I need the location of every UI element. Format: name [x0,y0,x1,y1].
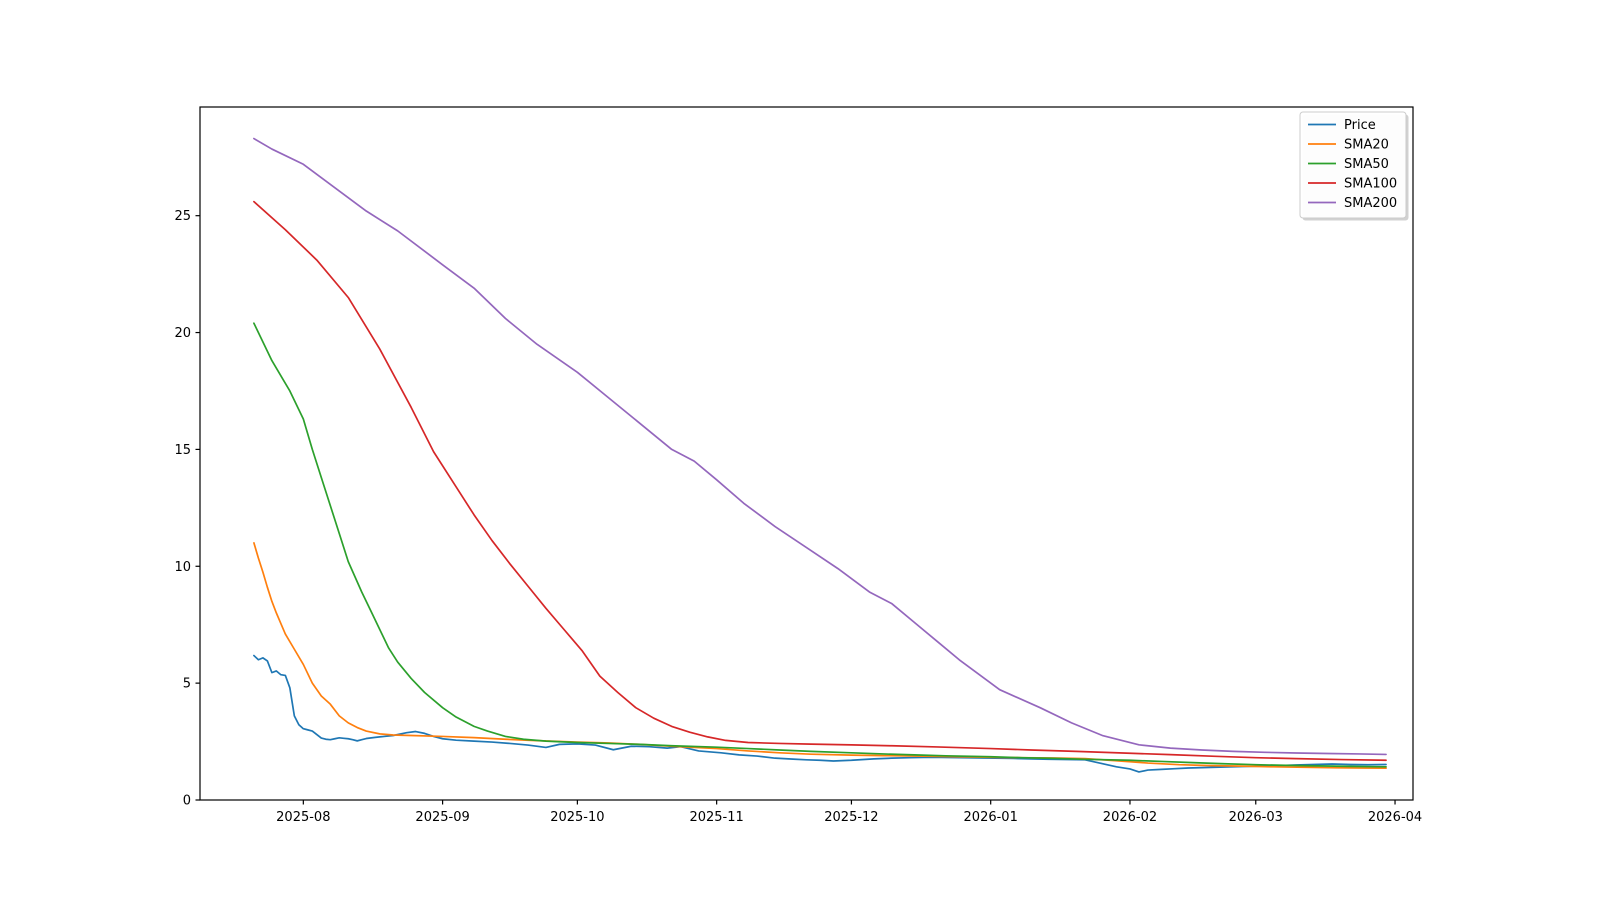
legend-item-sma200: SMA200 [1308,196,1397,211]
legend-label-sma50: SMA50 [1344,157,1389,172]
x-tick-label: 2026-03 [1229,810,1283,825]
y-tick-label: 25 [174,209,191,224]
x-tick-label: 2025-11 [689,810,743,825]
series-line-sma50 [253,322,1387,768]
legend-item-sma100: SMA100 [1308,177,1397,192]
y-tick-label: 10 [174,560,191,575]
series-line-price [253,654,1387,773]
x-tick-label: 2026-04 [1368,810,1422,825]
x-tick-label: 2025-09 [415,810,469,825]
x-tick-label: 2025-08 [276,810,330,825]
legend-item-sma20: SMA20 [1308,138,1389,153]
legend-label-sma200: SMA200 [1344,196,1397,211]
legend-label-price: Price [1344,118,1376,133]
series-line-sma100 [253,200,1387,762]
legend-label-sma100: SMA100 [1344,177,1397,192]
x-tick-label: 2026-01 [964,810,1018,825]
legend-box [1299,111,1407,219]
y-tick-label: 15 [174,443,191,458]
x-tick-label: 2025-12 [824,810,878,825]
legend: Price SMA20 SMA50 SMA100 SMA200 [1299,111,1409,221]
y-axis: 0 5 10 15 20 25 [174,209,200,809]
y-tick-label: 0 [183,794,191,809]
series-line-sma200 [253,137,1387,756]
series-line-sma20 [253,542,1387,770]
legend-item-price: Price [1308,118,1376,133]
legend-item-sma50: SMA50 [1308,157,1389,172]
x-axis: 2025-08 2025-09 2025-10 2025-11 2025-12 2026-… [276,800,1422,825]
series-lines [253,137,1387,773]
x-tick-label: 2025-10 [550,810,604,825]
x-tick-label: 2026-02 [1103,810,1157,825]
plot-frame [199,106,1414,801]
y-tick-label: 5 [183,677,191,692]
legend-label-sma20: SMA20 [1344,138,1389,153]
y-tick-label: 20 [174,326,191,341]
